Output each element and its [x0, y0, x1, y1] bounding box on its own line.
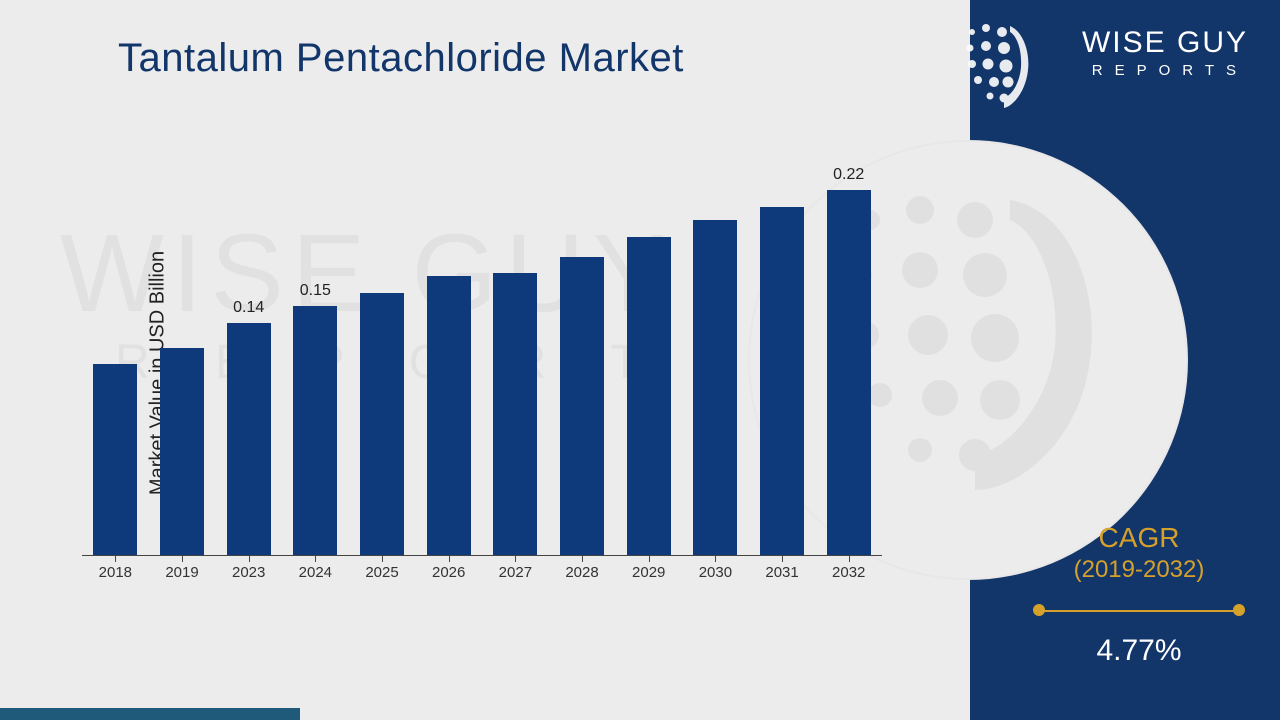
bar-2029 [615, 237, 682, 555]
x-tick: 2023 [215, 556, 282, 588]
x-tick: 2032 [815, 556, 882, 588]
x-tick: 2031 [749, 556, 816, 588]
chart-title: Tantalum Pentachloride Market [118, 36, 684, 81]
bar [693, 220, 737, 555]
x-tick: 2029 [615, 556, 682, 588]
footer-accent-bar [0, 708, 300, 720]
bar [760, 207, 804, 555]
bar [360, 293, 404, 555]
brand-head-icon [960, 20, 1030, 110]
bar-2025 [349, 293, 416, 555]
brand-logo-main: WISE GUY [1082, 28, 1248, 58]
x-tick: 2025 [349, 556, 416, 588]
plot-area: 0.140.150.22 [82, 158, 882, 556]
bar [93, 364, 137, 555]
x-tick: 2024 [282, 556, 349, 588]
x-tick: 2019 [149, 556, 216, 588]
cagr-title: CAGR [1024, 520, 1254, 556]
bar-2019 [149, 348, 216, 555]
bar [427, 276, 471, 555]
x-tick: 2026 [415, 556, 482, 588]
x-tick: 2027 [482, 556, 549, 588]
bar-value-label: 0.14 [233, 299, 264, 317]
bar-2018 [82, 364, 149, 555]
bar-2030 [682, 220, 749, 555]
cagr-divider [1039, 598, 1239, 622]
cagr-value: 4.77% [1024, 634, 1254, 668]
bar-2028 [549, 257, 616, 556]
x-tick: 2018 [82, 556, 149, 588]
bar [293, 306, 337, 555]
bar-value-label: 0.22 [833, 166, 864, 184]
bar [227, 323, 271, 555]
bar [827, 190, 871, 555]
cagr-range: (2019-2032) [1024, 556, 1254, 584]
bar-2026 [415, 276, 482, 555]
bar-2023: 0.14 [215, 323, 282, 555]
bar-2031 [749, 207, 816, 555]
x-axis-ticks: 2018201920232024202520262027202820292030… [82, 556, 882, 588]
cagr-box: CAGR (2019-2032) 4.77% [1024, 520, 1254, 668]
x-tick: 2030 [682, 556, 749, 588]
bar-value-label: 0.15 [300, 282, 331, 300]
bar [560, 257, 604, 556]
bars-container: 0.140.150.22 [82, 158, 882, 555]
bar-chart: Market Value in USD Billion 0.140.150.22… [82, 158, 882, 588]
bar-2027 [482, 273, 549, 555]
brand-logo: WISE GUY REPORTS [1082, 28, 1248, 79]
bar-2032: 0.22 [815, 190, 882, 555]
bar-2024: 0.15 [282, 306, 349, 555]
market-chart-card: WISE GUY R E P O R T S Tantalum Pentachl… [0, 0, 1280, 720]
bar [160, 348, 204, 555]
brand-logo-sub: REPORTS [1082, 62, 1248, 79]
bar [627, 237, 671, 555]
bar [493, 273, 537, 555]
x-tick: 2028 [549, 556, 616, 588]
